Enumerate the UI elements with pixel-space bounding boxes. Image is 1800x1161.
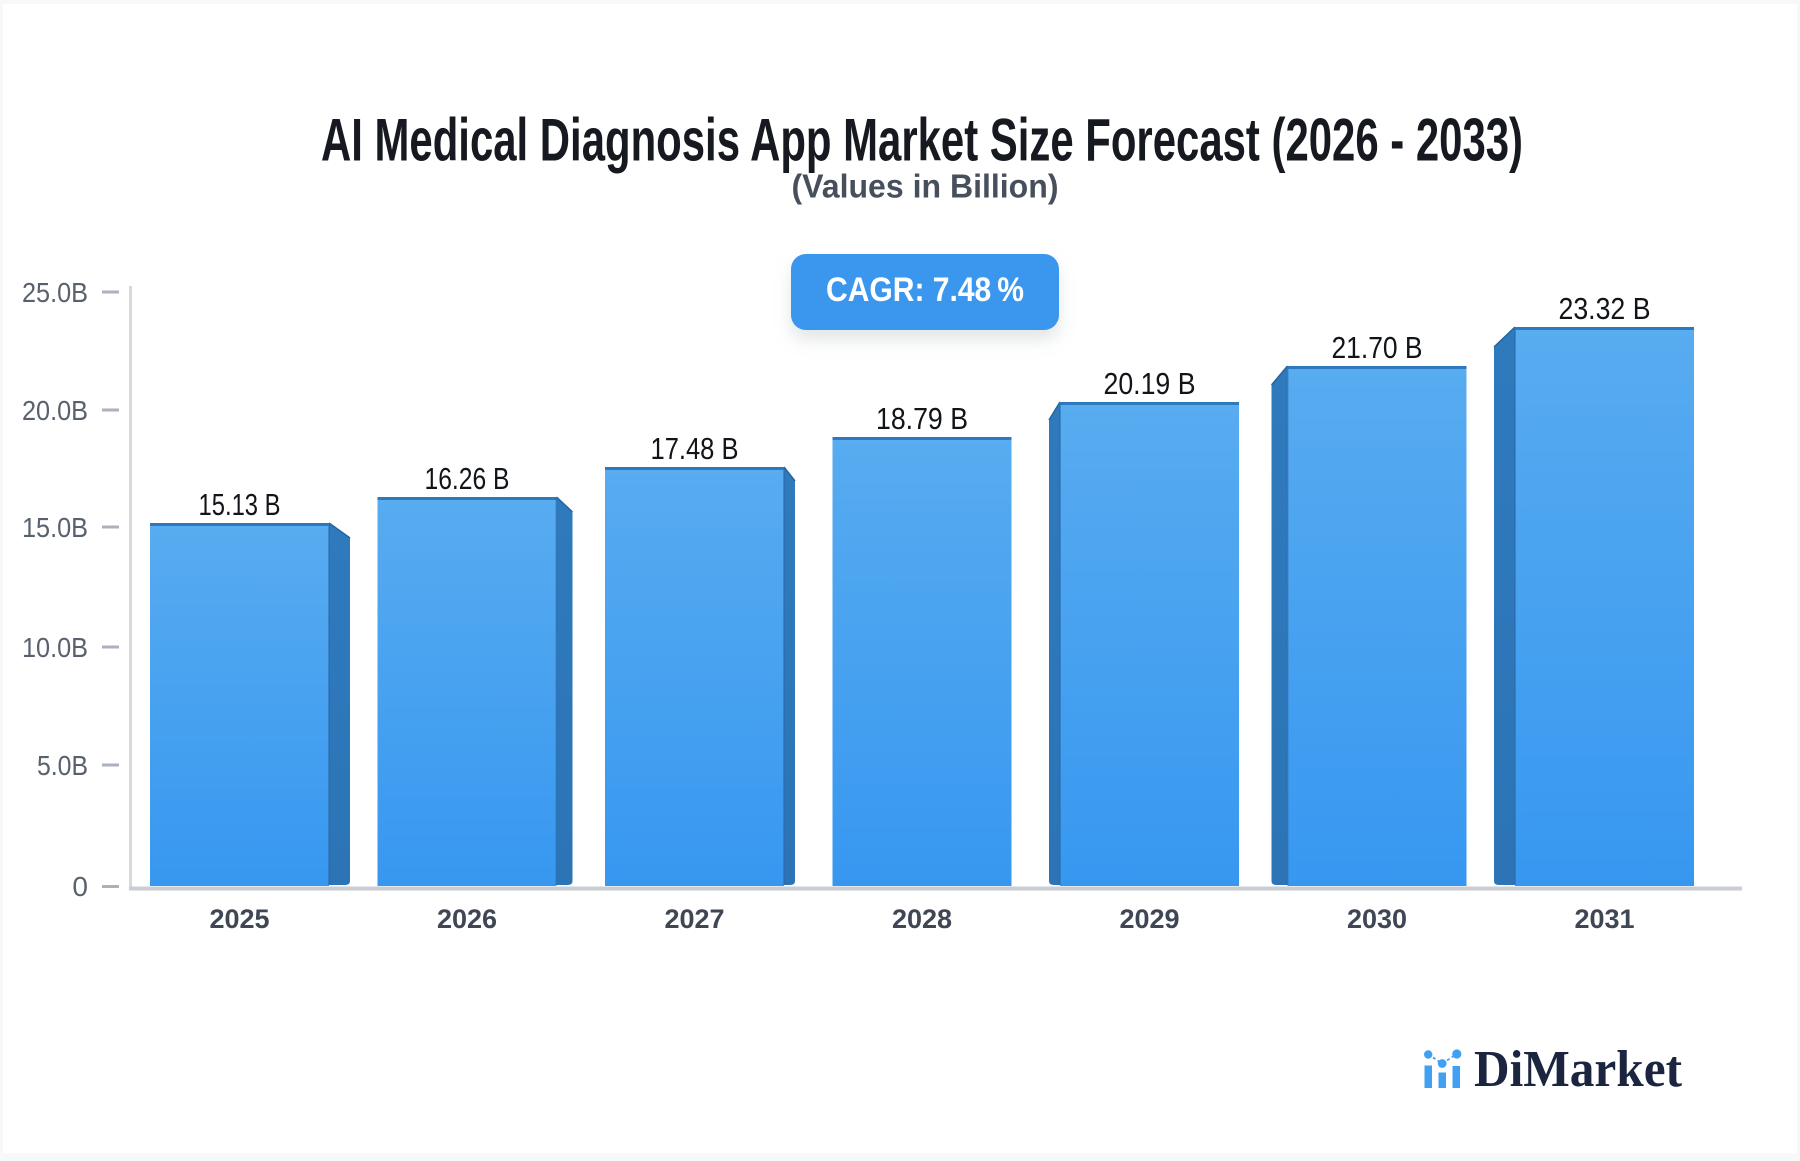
svg-text:2029: 2029 — [1119, 904, 1179, 934]
svg-text:25.0B: 25.0B — [22, 277, 88, 308]
svg-text:21.70 B: 21.70 B — [1332, 330, 1423, 365]
svg-text:2030: 2030 — [1347, 904, 1407, 934]
svg-text:0: 0 — [72, 871, 88, 902]
svg-text:10.0B: 10.0B — [22, 632, 88, 663]
svg-text:(Values in Billion): (Values in Billion) — [792, 168, 1059, 205]
svg-text:2031: 2031 — [1574, 904, 1634, 934]
svg-text:2027: 2027 — [664, 904, 724, 934]
svg-text:5.0B: 5.0B — [37, 750, 88, 781]
svg-text:17.48 B: 17.48 B — [651, 431, 739, 466]
svg-text:23.32 B: 23.32 B — [1559, 291, 1651, 326]
svg-text:2026: 2026 — [437, 904, 497, 934]
svg-text:AI Medical Diagnosis App Marke: AI Medical Diagnosis App Market Size For… — [321, 107, 1523, 174]
svg-text:15.13 B: 15.13 B — [199, 487, 281, 522]
svg-text:15.0B: 15.0B — [22, 512, 88, 543]
svg-text:2028: 2028 — [892, 904, 952, 934]
svg-text:CAGR: 7.48 %: CAGR: 7.48 % — [826, 271, 1024, 309]
svg-text:DiMarket: DiMarket — [1474, 1041, 1683, 1098]
svg-text:20.0B: 20.0B — [22, 395, 88, 426]
svg-text:20.19 B: 20.19 B — [1104, 366, 1196, 401]
svg-text:18.79 B: 18.79 B — [876, 401, 968, 436]
svg-text:2025: 2025 — [209, 904, 269, 934]
svg-text:16.26 B: 16.26 B — [425, 461, 510, 496]
